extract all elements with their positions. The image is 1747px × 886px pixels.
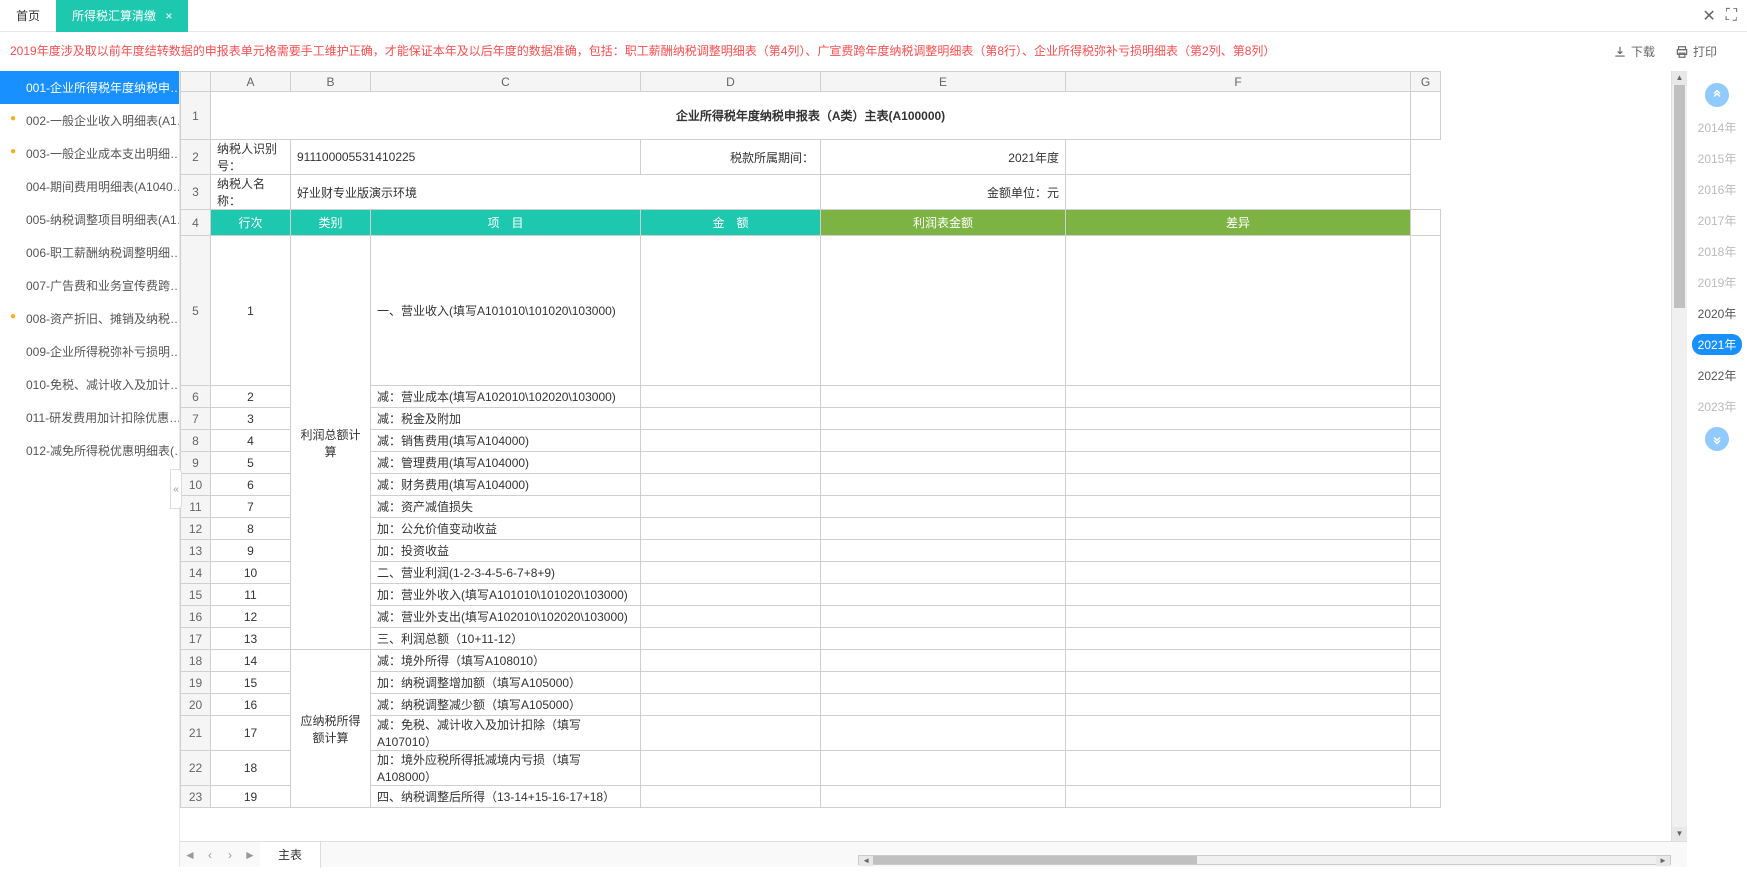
notice-text: 2019年度涉及取以前年度结转数据的申报表单元格需要手工维护正确，才能保证本年及… (10, 42, 1613, 61)
sidebar-item[interactable]: 009-企业所得税弥补亏损明… (0, 335, 179, 368)
sidebar-item[interactable]: 007-广告费和业务宣传费跨… (0, 269, 179, 302)
year-option: 2015年 (1692, 148, 1743, 169)
sheet-nav-prev[interactable]: ‹ (200, 848, 220, 862)
tab-current[interactable]: 所得税汇算清缴 × (56, 0, 188, 32)
sidebar-collapse-handle[interactable]: « (170, 469, 182, 509)
year-option: 2014年 (1692, 117, 1743, 138)
sidebar-item[interactable]: 001-企业所得税年度纳税申… (0, 71, 179, 104)
year-option[interactable]: 2021年 (1692, 334, 1743, 355)
fullscreen-icon[interactable]: ⛶ (1726, 7, 1737, 25)
v-scroll-thumb[interactable] (1674, 85, 1685, 308)
blank-icon (10, 82, 22, 94)
scroll-down-arrow[interactable]: ▼ (1672, 827, 1687, 841)
download-button[interactable]: 下载 (1613, 43, 1655, 60)
vertical-scrollbar[interactable]: ▲ ▼ (1671, 71, 1687, 841)
warning-icon (10, 115, 22, 127)
year-option: 2018年 (1692, 241, 1743, 262)
h-scroll-thumb[interactable] (873, 856, 1197, 864)
top-tabs: 首页 所得税汇算清缴 × ✕ ⛶ (0, 0, 1747, 32)
blank-icon (10, 412, 22, 424)
year-option[interactable]: 2022年 (1692, 365, 1743, 386)
form-list-sidebar: 001-企业所得税年度纳税申…002-一般企业收入明细表(A1…003-一般企业… (0, 71, 180, 867)
year-option: 2019年 (1692, 272, 1743, 293)
spreadsheet-area[interactable]: ABCDEFG1企业所得税年度纳税申报表（A类）主表(A100000)2纳税人识… (180, 71, 1687, 841)
sidebar-item[interactable]: 003-一般企业成本支出明细… (0, 137, 179, 170)
warning-icon (10, 313, 22, 325)
blank-icon (10, 280, 22, 292)
scroll-right-arrow[interactable]: ► (1656, 856, 1670, 866)
print-icon (1675, 45, 1689, 59)
scroll-up-arrow[interactable]: ▲ (1672, 71, 1687, 85)
sidebar-item[interactable]: 010-免税、减计收入及加计… (0, 368, 179, 401)
blank-icon (10, 379, 22, 391)
year-option: 2017年 (1692, 210, 1743, 231)
sheet-nav-first[interactable]: ◄ (180, 848, 200, 862)
blank-icon (10, 445, 22, 457)
sidebar-item[interactable]: 008-资产折旧、摊销及纳税… (0, 302, 179, 335)
sheet-nav-next[interactable]: › (220, 848, 240, 862)
warning-icon (10, 148, 22, 160)
year-up-icon[interactable] (1705, 83, 1729, 107)
notice-bar: 2019年度涉及取以前年度结转数据的申报表单元格需要手工维护正确，才能保证本年及… (0, 32, 1747, 71)
sidebar-item[interactable]: 005-纳税调整项目明细表(A1… (0, 203, 179, 236)
scroll-left-arrow[interactable]: ◄ (859, 856, 873, 866)
window-close-icon[interactable]: ✕ (1702, 6, 1715, 26)
sidebar-item[interactable]: 006-职工薪酬纳税调整明细… (0, 236, 179, 269)
blank-icon (10, 214, 22, 226)
year-option: 2023年 (1692, 396, 1743, 417)
tab-current-label: 所得税汇算清缴 (72, 9, 156, 23)
tab-close-icon[interactable]: × (165, 9, 172, 23)
sidebar-item[interactable]: 002-一般企业收入明细表(A1… (0, 104, 179, 137)
blank-icon (10, 346, 22, 358)
blank-icon (10, 181, 22, 193)
sidebar-item[interactable]: 012-减免所得税优惠明细表(… (0, 434, 179, 467)
year-down-icon[interactable] (1705, 427, 1729, 451)
sheet-tabs-bar: ◄ ‹ › ► 主表 ◄ ► (180, 841, 1687, 867)
sidebar-item[interactable]: 004-期间费用明细表(A1040… (0, 170, 179, 203)
sheet-tab-main[interactable]: 主表 (260, 842, 321, 868)
download-icon (1613, 45, 1627, 59)
sidebar-item[interactable]: 011-研发费用加计扣除优惠… (0, 401, 179, 434)
year-selector: 2014年 2015年 2016年 2017年 2018年 2019年 2020年 2021年… (1687, 71, 1747, 867)
horizontal-scrollbar[interactable]: ◄ ► (858, 853, 1687, 867)
tab-home[interactable]: 首页 (0, 0, 56, 32)
blank-icon (10, 247, 22, 259)
year-option: 2016年 (1692, 179, 1743, 200)
sheet-nav-last[interactable]: ► (240, 848, 260, 862)
year-option[interactable]: 2020年 (1692, 303, 1743, 324)
print-button[interactable]: 打印 (1675, 43, 1717, 60)
